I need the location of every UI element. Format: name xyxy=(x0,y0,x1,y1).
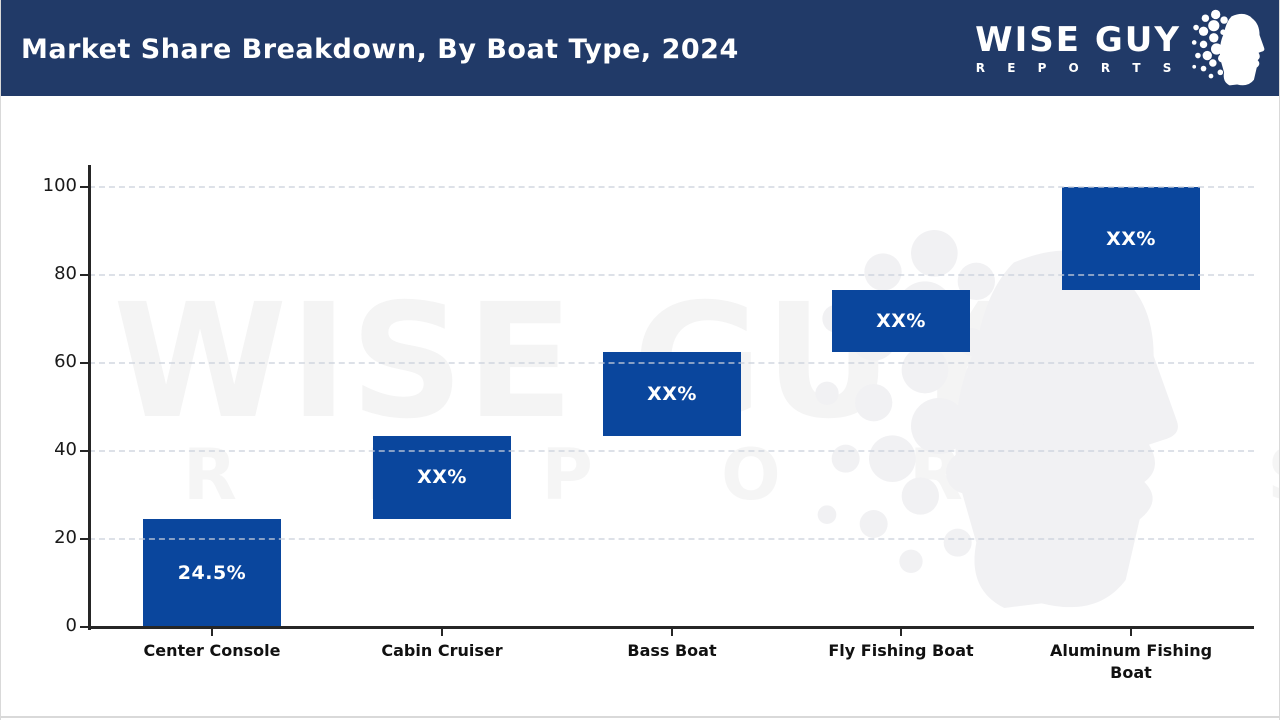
bar-aluminum-fishing-boat: XX% xyxy=(1062,187,1200,291)
wiseguy-logo: WISE GUY R E P O R T S xyxy=(975,8,1267,90)
bar-value-label: XX% xyxy=(876,310,926,333)
x-tick-mark xyxy=(1130,629,1132,636)
x-tick-mark xyxy=(211,629,213,636)
bar-value-label: XX% xyxy=(1106,227,1156,250)
x-category-label: Cabin Cruiser xyxy=(381,641,503,660)
x-category-label: Fly Fishing Boat xyxy=(828,641,974,660)
x-tick-mark xyxy=(900,629,902,636)
bar-fly-fishing-boat: XX% xyxy=(832,290,970,352)
y-gridline-60 xyxy=(89,362,1254,364)
logo-reports-label: R E P O R T S xyxy=(975,60,1181,75)
y-gridline-40 xyxy=(89,450,1254,452)
y-gridline-20 xyxy=(89,538,1254,540)
chart-area: WISE GUY R E P O R T S 0 20 40 60 80 100 24.5%… xyxy=(1,96,1279,720)
y-gridline-80 xyxy=(89,274,1254,276)
header-bar: Market Share Breakdown, By Boat Type, 20… xyxy=(1,0,1279,96)
y-tick-mark-100 xyxy=(80,186,89,188)
bar-center-console: 24.5% xyxy=(143,519,281,627)
x-tick-mark xyxy=(671,629,673,636)
y-tick-label-100: 100 xyxy=(42,175,77,196)
y-tick-label-80: 80 xyxy=(54,263,77,284)
x-category-label: Center Console xyxy=(143,641,281,660)
page-title: Market Share Breakdown, By Boat Type, 20… xyxy=(21,34,739,65)
x-tick-mark xyxy=(441,629,443,636)
bar-cabin-cruiser: XX% xyxy=(373,435,511,520)
y-tick-label-0: 0 xyxy=(65,615,77,636)
bar-value-label: XX% xyxy=(417,466,467,489)
logo-text: WISE GUY R E P O R T S xyxy=(975,20,1181,75)
footer-divider xyxy=(1,716,1279,718)
wiseguy-face-icon xyxy=(1191,9,1265,86)
x-category-label: Aluminum Fishing Boat xyxy=(1049,641,1213,682)
y-tick-label-20: 20 xyxy=(54,527,77,548)
x-axis-line xyxy=(88,626,1254,629)
bar-value-label: XX% xyxy=(647,382,697,405)
y-tick-mark-60 xyxy=(80,362,89,364)
y-gridline-100 xyxy=(89,186,1254,188)
x-category-label: Bass Boat xyxy=(627,641,717,660)
y-tick-label-60: 60 xyxy=(54,351,77,372)
y-tick-mark-0 xyxy=(80,626,89,628)
y-tick-label-40: 40 xyxy=(54,439,77,460)
y-axis-line xyxy=(88,165,91,630)
logo-wordmark: WISE GUY xyxy=(975,20,1181,61)
y-tick-mark-80 xyxy=(80,274,89,276)
bar-bass-boat: XX% xyxy=(603,352,741,436)
bar-value-label: 24.5% xyxy=(177,562,247,585)
y-tick-mark-40 xyxy=(80,450,89,452)
y-tick-mark-20 xyxy=(80,538,89,540)
